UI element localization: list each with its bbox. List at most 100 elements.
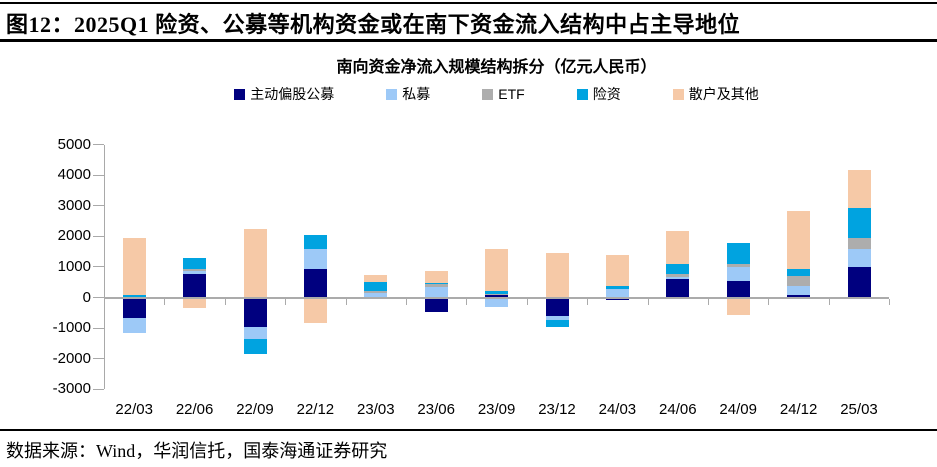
bar-segment xyxy=(787,210,811,269)
legend-label: 险资 xyxy=(592,86,621,102)
x-axis-label: 22/12 xyxy=(296,401,335,418)
x-axis-tick xyxy=(647,298,649,305)
footer-rule xyxy=(0,429,937,431)
x-axis-label: 22/06 xyxy=(175,401,214,418)
bar-segment xyxy=(122,297,146,319)
bar-segment xyxy=(303,297,327,324)
bar-segment xyxy=(183,270,207,274)
bar-segment xyxy=(726,264,750,267)
x-axis-tick xyxy=(708,298,709,305)
y-axis-tick xyxy=(93,174,104,176)
zero-line xyxy=(104,296,890,299)
bar-segment xyxy=(545,320,569,328)
bar-segment xyxy=(485,293,509,296)
x-axis-tick xyxy=(587,298,589,305)
legend-label: 散户及其他 xyxy=(688,86,759,102)
bar-segment xyxy=(787,295,811,298)
bar-segment xyxy=(666,231,690,264)
bar-segment xyxy=(243,326,267,340)
x-axis-tick xyxy=(768,298,770,305)
y-axis-tick xyxy=(93,358,104,360)
bar-segment xyxy=(243,229,267,298)
x-axis-label: 24/03 xyxy=(598,401,637,418)
y-axis-label: 2000 xyxy=(57,227,91,245)
bar-segment xyxy=(787,285,811,296)
y-axis-line xyxy=(104,144,105,390)
bar-segment xyxy=(243,339,267,355)
bar-segment xyxy=(847,267,871,298)
legend-swatch-icon xyxy=(234,88,246,100)
title-rule xyxy=(0,39,937,42)
x-axis-tick xyxy=(828,298,830,305)
bar-segment xyxy=(847,238,871,250)
bar-segment xyxy=(303,269,327,298)
bar-segment xyxy=(666,273,690,277)
bar-segment xyxy=(726,266,750,282)
y-axis-label: 3000 xyxy=(57,196,91,214)
bar-segment xyxy=(847,207,871,239)
source-note: 数据来源：Wind，华润信托，国泰海通证券研究 xyxy=(6,441,388,461)
bar-segment xyxy=(666,263,690,274)
bar-segment xyxy=(424,287,448,298)
y-axis-label: 5000 xyxy=(57,135,91,153)
bar-segment xyxy=(666,278,690,298)
legend-swatch-icon xyxy=(672,88,684,100)
legend-item: 险资 xyxy=(576,84,621,104)
y-axis-tick xyxy=(93,297,104,298)
bar-segment xyxy=(243,297,267,327)
x-axis-label: 23/12 xyxy=(538,401,576,418)
bar-segment xyxy=(605,288,629,298)
x-axis-label: 23/09 xyxy=(477,401,516,418)
y-axis-label: 1000 xyxy=(57,257,91,275)
y-axis-label: 4000 xyxy=(57,166,91,184)
y-axis-label: -2000 xyxy=(52,349,91,367)
x-axis-label: 24/09 xyxy=(719,401,757,418)
bar-segment xyxy=(726,297,750,315)
y-axis-tick xyxy=(93,388,104,390)
figure-title: 图12：2025Q1 险资、公募等机构资金或在南下资金流入结构中占主导地位 xyxy=(6,12,741,37)
x-axis-label: 22/03 xyxy=(115,401,153,418)
bar-segment xyxy=(847,170,871,208)
legend-item: 散户及其他 xyxy=(672,84,759,104)
bar-segment xyxy=(787,268,811,277)
x-axis-tick xyxy=(889,298,891,305)
y-axis-tick xyxy=(93,327,104,329)
x-axis-label: 25/03 xyxy=(840,401,878,418)
bar-segment xyxy=(666,276,690,279)
bar-segment xyxy=(183,273,207,298)
bar-segment xyxy=(485,295,509,298)
x-axis-tick xyxy=(224,298,226,305)
bar-segment xyxy=(364,275,388,283)
y-axis-tick xyxy=(93,144,104,145)
bar-segment xyxy=(122,295,146,298)
bar-segment xyxy=(545,297,569,316)
bar-segment xyxy=(364,292,388,298)
chart-title: 南向资金净流入规模结构拆分（亿元人民币） xyxy=(336,59,657,76)
x-axis-label: 22/09 xyxy=(236,401,274,418)
legend-item: 主动偏股公募 xyxy=(234,84,334,104)
bar-segment xyxy=(364,290,388,293)
top-rule xyxy=(0,2,937,4)
y-axis-tick xyxy=(93,235,104,237)
legend-label: 私募 xyxy=(402,86,431,102)
legend-label: 主动偏股公募 xyxy=(250,86,335,102)
x-axis-tick xyxy=(526,298,528,305)
bar-segment xyxy=(303,235,327,249)
legend-swatch-icon xyxy=(576,88,588,100)
bar-segment xyxy=(605,285,629,289)
x-axis-label: 24/12 xyxy=(779,401,818,418)
bar-segment xyxy=(424,297,448,313)
bar-segment xyxy=(424,284,448,288)
legend-item: 私募 xyxy=(386,84,430,104)
bar-segment xyxy=(183,258,207,270)
y-axis-label: 0 xyxy=(82,288,91,306)
bar-segment xyxy=(424,282,448,285)
y-axis-label: -1000 xyxy=(52,319,91,337)
bar-segment xyxy=(545,315,569,321)
bar-segment xyxy=(122,318,146,333)
bar-segment xyxy=(726,281,750,298)
legend-item: ETF xyxy=(482,86,525,102)
bar-segment xyxy=(303,248,327,270)
